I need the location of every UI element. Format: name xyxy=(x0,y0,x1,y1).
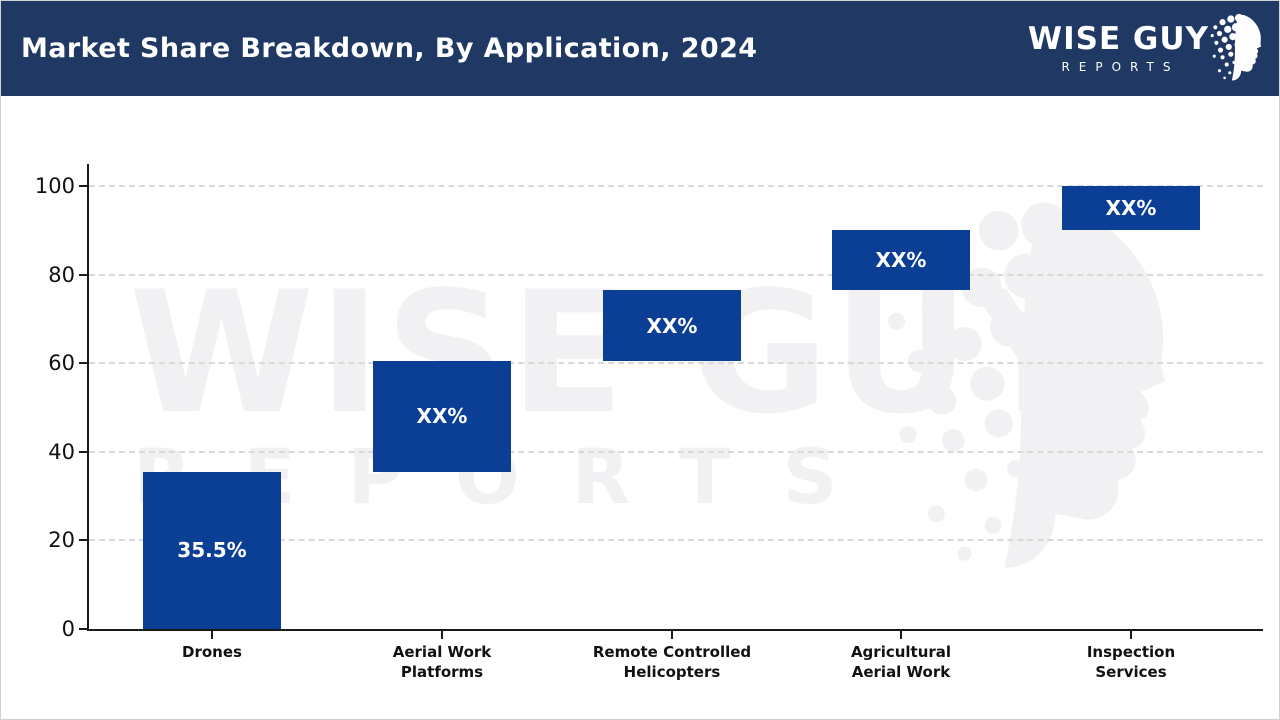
x-tick-4 xyxy=(1130,631,1132,639)
y-tick-label-20: 20 xyxy=(48,528,75,553)
gridline-80 xyxy=(89,273,1263,276)
x-category-label-line: Platforms xyxy=(400,663,484,681)
gridline-100 xyxy=(89,185,1263,187)
page-title: Market Share Breakdown, By Application, … xyxy=(21,33,758,64)
x-category-label: Inspection Services xyxy=(1087,642,1175,682)
x-category-label-line: Services xyxy=(1095,663,1167,681)
y-tick-80 xyxy=(79,273,87,276)
y-tick-label-60: 60 xyxy=(48,351,75,376)
bar-value-label: XX% xyxy=(1105,196,1157,221)
y-tick-label-80: 80 xyxy=(48,262,75,287)
bar-inspection-services: XX% xyxy=(1062,186,1200,231)
y-axis-line xyxy=(87,164,89,631)
y-tick-20 xyxy=(79,539,87,542)
x-category-label-line: Aerial Work xyxy=(851,663,951,681)
x-category-label: Remote Controlled Helicopters xyxy=(593,642,751,682)
gridline-60 xyxy=(89,362,1263,365)
bar-value-label: XX% xyxy=(416,404,468,429)
x-axis-line xyxy=(87,629,1263,631)
logo-subtitle: REPORTS xyxy=(1061,59,1180,74)
y-tick-100 xyxy=(79,185,87,187)
x-category-label-line: Helicopters xyxy=(623,663,721,681)
x-category-label-line: Drones xyxy=(182,643,242,661)
x-category-label-line: Inspection xyxy=(1086,643,1176,661)
logo-wordmark: WISE GUY xyxy=(1027,20,1209,57)
gridline-20 xyxy=(89,539,1263,542)
gridline-40 xyxy=(89,450,1263,453)
bar-agricultural-aerial-work: XX% xyxy=(832,230,970,291)
y-tick-0 xyxy=(79,628,87,630)
x-category-label: Agricultural Aerial Work xyxy=(851,642,951,682)
header-bar: Market Share Breakdown, By Application, … xyxy=(1,1,1279,96)
x-tick-0 xyxy=(211,631,213,639)
wise-guy-reports-logo: WISE GUY REPORTS xyxy=(1028,6,1267,92)
x-tick-3 xyxy=(900,631,902,639)
x-tick-1 xyxy=(441,631,443,639)
x-tick-2 xyxy=(671,631,673,639)
y-tick-60 xyxy=(79,362,87,365)
y-tick-label-40: 40 xyxy=(48,439,75,464)
logo-text: WISE GUY REPORTS xyxy=(1027,20,1209,74)
x-category-label-line: Agricultural xyxy=(850,643,952,661)
y-tick-label-0: 0 xyxy=(61,617,75,641)
bar-aerial-work-platforms: XX% xyxy=(373,360,511,472)
dotted-head-icon xyxy=(1210,13,1262,81)
x-category-label-line: Aerial Work xyxy=(392,643,492,661)
x-category-label: Drones xyxy=(182,642,242,662)
bar-drones: 35.5% xyxy=(143,471,281,629)
y-tick-40 xyxy=(79,450,87,453)
x-category-label: Aerial Work Platforms xyxy=(393,642,492,682)
bar-value-label: XX% xyxy=(646,313,698,338)
y-tick-label-100: 100 xyxy=(34,174,75,198)
bar-remote-controlled-helicopters: XX% xyxy=(603,290,741,361)
bar-value-label: 35.5% xyxy=(177,538,247,563)
x-category-label-line: Remote Controlled xyxy=(592,643,752,661)
bar-value-label: XX% xyxy=(875,248,927,273)
